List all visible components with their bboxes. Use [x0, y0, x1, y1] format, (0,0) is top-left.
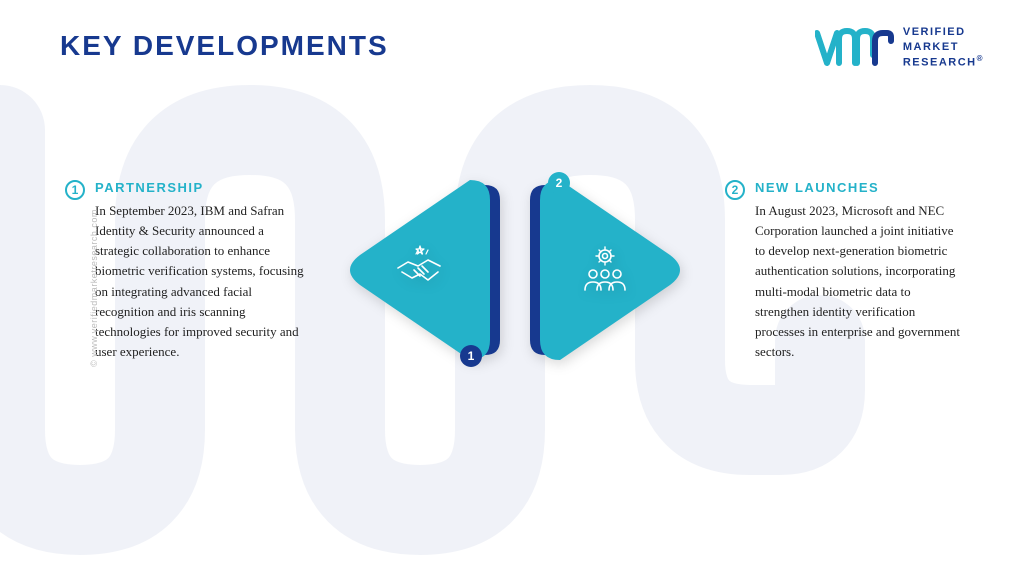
block-title-1: PARTNERSHIP	[95, 180, 305, 195]
block-title-2: NEW LAUNCHES	[755, 180, 965, 195]
copyright-url: © www.verifiedmarketresearch.com	[89, 209, 99, 367]
block-body-2: In August 2023, Microsoft and NEC Corpor…	[755, 201, 965, 362]
block-badge-2: 2	[725, 180, 745, 200]
page-title: KEY DEVELOPMENTS	[60, 30, 389, 62]
block-badge-1: 1	[65, 180, 85, 200]
logo-line2: MARKET	[903, 40, 984, 54]
content-row: 1 PARTNERSHIP In September 2023, IBM and…	[0, 180, 1024, 520]
registered-mark: ®	[977, 54, 984, 63]
logo-line3: RESEARCH	[903, 56, 977, 68]
block-body-1: In September 2023, IBM and Safran Identi…	[95, 201, 305, 362]
development-block-1: 1 PARTNERSHIP In September 2023, IBM and…	[65, 180, 305, 520]
development-block-2: 2 NEW LAUNCHES In August 2023, Microsoft…	[725, 180, 965, 362]
logo-line1: VERIFIED	[903, 25, 984, 39]
logo-text: VERIFIED MARKET RESEARCH®	[903, 25, 984, 70]
logo-mark-icon	[815, 25, 895, 70]
brand-logo: VERIFIED MARKET RESEARCH®	[815, 25, 984, 70]
